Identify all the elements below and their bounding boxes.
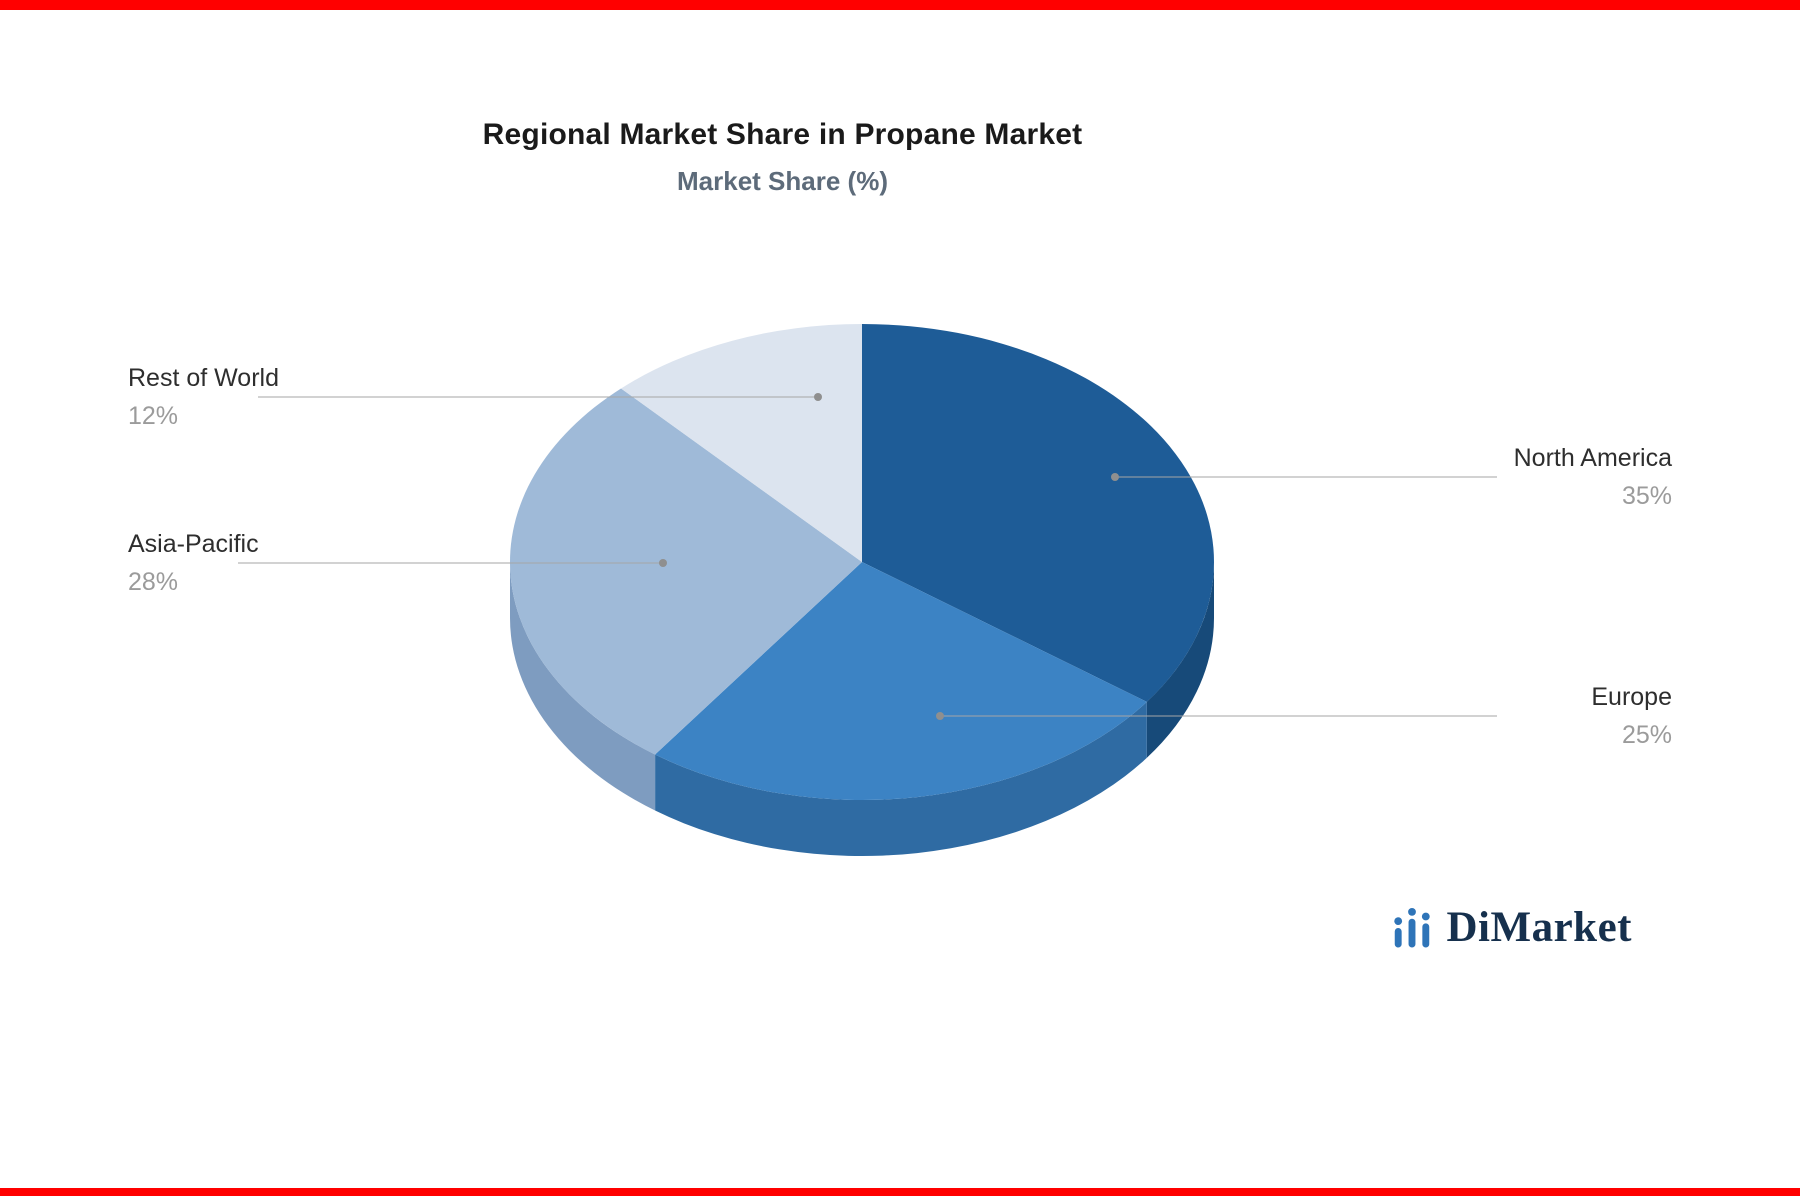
leader-dot-rest-of-world — [814, 393, 822, 401]
slice-callout-rest-of-world: Rest of World 12% — [128, 364, 279, 430]
slice-value: 25% — [1621, 721, 1672, 749]
pie-slice-rest-of-world[interactable] — [621, 324, 862, 562]
slice-value: 35% — [1621, 482, 1672, 510]
pie-slice-side-asia-pacific — [510, 562, 656, 811]
leader-dot-europe — [936, 712, 944, 720]
bottom-red-border — [0, 1188, 1800, 1196]
chart-subtitle: Market Share (%) — [677, 166, 888, 196]
leader-dot-north-america — [1111, 473, 1119, 481]
pie-slice-side-north-america — [1146, 562, 1214, 758]
chart-title: Regional Market Share in Propane Market — [482, 118, 1083, 151]
slice-callout-north-america: North America 35% — [1514, 444, 1672, 510]
slice-label: Rest of World — [128, 364, 279, 392]
pie-slice-europe[interactable] — [655, 562, 1147, 800]
slice-label: North America — [1513, 444, 1672, 472]
slice-value: 28% — [128, 568, 179, 596]
slice-label: Europe — [1591, 683, 1672, 711]
dimarket-logo-icon — [1393, 907, 1430, 948]
leader-dot-asia-pacific — [659, 559, 667, 567]
slice-callout-asia-pacific: Asia-Pacific 28% — [128, 530, 259, 596]
slice-label: Asia-Pacific — [128, 530, 259, 558]
pie-slice-north-america[interactable] — [862, 324, 1214, 702]
slice-callout-europe: Europe 25% — [1591, 683, 1672, 749]
brand-logo: DiMarket — [1389, 903, 1633, 952]
chart-header: Regional Market Share in Propane Market … — [0, 118, 1565, 197]
slice-value: 12% — [128, 402, 179, 430]
pie-slice-side-europe — [655, 701, 1147, 856]
top-red-border — [0, 0, 1800, 10]
brand-name: DiMarket — [1446, 904, 1632, 951]
pie-slice-asia-pacific[interactable] — [510, 388, 862, 755]
